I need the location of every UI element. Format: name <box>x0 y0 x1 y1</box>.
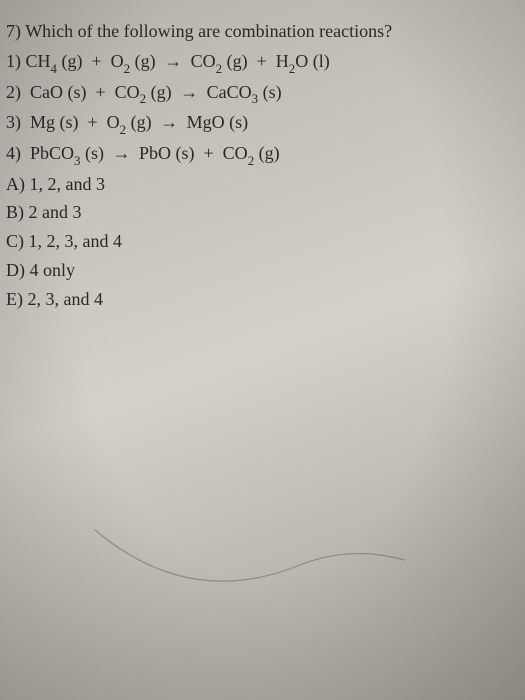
option-letter: C) <box>6 231 24 251</box>
option-e: E) 2, 3, and 4 <box>6 286 519 314</box>
state: (g) <box>151 82 172 102</box>
species: O <box>111 51 124 71</box>
state: (g) <box>227 51 248 71</box>
eq-number: 2) <box>6 82 21 102</box>
species: CH <box>26 51 51 71</box>
subscript: 2 <box>248 153 254 168</box>
species: PbCO <box>30 143 74 163</box>
question-number: 7) <box>6 21 21 41</box>
species-tail: (g) <box>254 143 280 163</box>
state: (g) <box>62 51 83 71</box>
option-letter: B) <box>6 202 24 222</box>
state: (s) <box>176 143 195 163</box>
state: (g) <box>135 51 156 71</box>
eq-number: 1) <box>6 51 21 71</box>
state: (s) <box>263 82 282 102</box>
state: (s) <box>68 82 87 102</box>
subscript: 4 <box>51 61 57 76</box>
option-b: B) 2 and 3 <box>6 199 519 227</box>
eq-number: 4) <box>6 143 21 163</box>
species: CO <box>115 82 140 102</box>
equation-2: 2) CaO (s) + CO2 (g) → CaCO3 (s) <box>6 79 519 109</box>
state: (s) <box>60 112 79 132</box>
state: (g) <box>131 112 152 132</box>
arrow-icon: → <box>160 48 186 76</box>
option-text: 2, 3, and 4 <box>28 289 104 309</box>
equation-1: 1) CH4 (g) + O2 (g) → CO2 (g) + H2O (l) <box>6 48 519 78</box>
species-tail: O (l) <box>295 51 330 71</box>
option-text: 1, 2, and 3 <box>30 174 106 194</box>
arrow-icon: → <box>156 109 182 137</box>
option-letter: D) <box>6 260 25 280</box>
species: PbO <box>139 143 171 163</box>
state: (s) <box>229 112 248 132</box>
species: H <box>276 51 289 71</box>
subscript: 3 <box>74 153 80 168</box>
option-text: 4 only <box>30 260 76 280</box>
question-text: Which of the following are combination r… <box>25 21 392 41</box>
equation-3: 3) Mg (s) + O2 (g) → MgO (s) <box>6 109 519 139</box>
species: MgO <box>187 112 225 132</box>
option-text: 1, 2, 3, and 4 <box>29 231 123 251</box>
equation-4: 4) PbCO3 (s) → PbO (s) + CO2 (g) <box>6 140 519 170</box>
state: (s) <box>85 143 104 163</box>
subscript: 2 <box>289 61 295 76</box>
option-a: A) 1, 2, and 3 <box>6 171 519 199</box>
subscript: 3 <box>252 91 258 106</box>
species: Mg <box>30 112 55 132</box>
option-d: D) 4 only <box>6 257 519 285</box>
eq-number: 3) <box>6 112 21 132</box>
subscript: 2 <box>140 91 146 106</box>
pencil-curve-icon <box>90 515 410 605</box>
worksheet-page: 7) Which of the following are combinatio… <box>6 18 519 314</box>
option-c: C) 1, 2, 3, and 4 <box>6 228 519 256</box>
species: CO <box>191 51 216 71</box>
species: CaCO <box>207 82 252 102</box>
species: O <box>107 112 120 132</box>
question-line: 7) Which of the following are combinatio… <box>6 18 519 46</box>
arrow-icon: → <box>176 79 202 107</box>
subscript: 2 <box>216 61 222 76</box>
arrow-icon: → <box>109 140 135 168</box>
option-text: 2 and 3 <box>29 202 82 222</box>
species: CO <box>223 143 248 163</box>
species: CaO <box>30 82 63 102</box>
subscript: 2 <box>124 61 130 76</box>
option-letter: E) <box>6 289 23 309</box>
option-letter: A) <box>6 174 25 194</box>
subscript: 2 <box>120 122 126 137</box>
